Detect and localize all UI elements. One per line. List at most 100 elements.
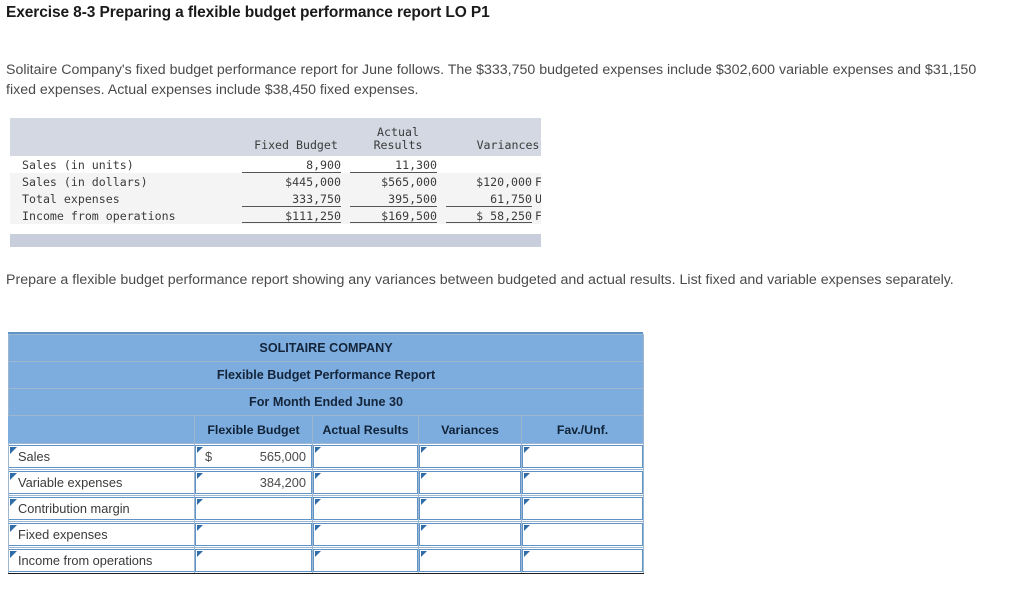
sales-label-input[interactable]: Sales <box>9 445 194 468</box>
row-actual-results: 395,500 <box>350 190 446 207</box>
variance-amount: $120,000 <box>476 174 532 189</box>
form-cell-actual-results[interactable] <box>312 521 419 548</box>
form-cell-variances[interactable] <box>418 521 522 548</box>
table-row: Total expenses 333,750 395,500 61,750 U <box>10 190 541 207</box>
cell-marker-triangle-icon <box>10 525 17 532</box>
cell-marker-triangle-icon <box>10 447 17 454</box>
amount: 565,000 <box>259 449 306 464</box>
fixed-expenses-label-input[interactable]: Fixed expenses <box>9 523 194 546</box>
table-row: Income from operations $111,250 $169,500… <box>10 207 541 224</box>
form-cell-variances[interactable] <box>418 469 522 496</box>
form-cell-fav-unf[interactable] <box>520 521 645 548</box>
cell-marker-triangle-icon <box>524 525 530 531</box>
row-label: Total expenses <box>10 190 242 207</box>
exercise-prompt-text: Prepare a flexible budget performance re… <box>6 272 954 288</box>
flexible-budget-form-table: SOLITAIRE COMPANY Flexible Budget Perfor… <box>7 334 645 574</box>
form-row-label-cell[interactable]: Fixed expenses <box>8 521 195 548</box>
cell-marker-triangle-icon <box>315 447 321 453</box>
form-cell-flexible-budget[interactable]: $ 565,000 <box>194 443 313 470</box>
form-cell-fav-unf[interactable] <box>520 547 645 574</box>
row-actual-results: $169,500 <box>350 207 446 224</box>
income-from-operations-label-input[interactable]: Income from operations <box>9 549 194 572</box>
form-row-variable-expenses: Variable expenses 384,200 <box>8 469 645 496</box>
sales-variances-input[interactable] <box>419 445 521 468</box>
form-row-label-cell[interactable]: Contribution margin <box>8 495 195 522</box>
form-cell-flexible-budget[interactable]: 384,200 <box>194 469 313 496</box>
form-column-header-row: Flexible Budget Actual Results Variances… <box>8 415 645 444</box>
form-title-row-period: For Month Ended June 30 <box>7 388 645 416</box>
form-col-header-variances: Variances <box>418 415 522 444</box>
form-col-header-actual-results: Actual Results <box>312 415 419 444</box>
row-label: Variable expenses <box>18 475 123 490</box>
variable-expenses-fav-unf-input[interactable] <box>522 471 644 494</box>
form-row-label-cell[interactable]: Sales <box>8 443 195 470</box>
form-row-label-cell[interactable]: Variable expenses <box>8 469 195 496</box>
variable-expenses-actual-results-input[interactable] <box>313 471 418 494</box>
fixed-expenses-variances-input[interactable] <box>419 523 521 546</box>
form-cell-actual-results[interactable] <box>312 443 419 470</box>
income-from-operations-variances-input[interactable] <box>419 549 521 572</box>
form-cell-variances[interactable] <box>418 443 522 470</box>
contribution-margin-actual-results-input[interactable] <box>313 497 418 520</box>
fixed-budget-table-footer-band <box>10 233 541 247</box>
contribution-margin-label-input[interactable]: Contribution margin <box>9 497 194 520</box>
fixed-budget-header-variances: Variances <box>446 118 541 156</box>
value-underlined: 333,750 <box>242 192 341 207</box>
variance-flag: U <box>535 191 541 206</box>
cell-marker-triangle-icon <box>197 499 203 505</box>
variable-expenses-variances-input[interactable] <box>419 471 521 494</box>
form-cell-variances[interactable] <box>418 547 522 574</box>
form-row-contribution-margin: Contribution margin <box>8 495 645 522</box>
form-col-header-blank <box>8 415 195 444</box>
form-cell-variances[interactable] <box>418 495 522 522</box>
cell-marker-triangle-icon <box>197 473 203 479</box>
cell-marker-triangle-icon <box>421 525 427 531</box>
form-row-label-cell[interactable]: Income from operations <box>8 547 195 574</box>
form-top-rule <box>8 332 643 334</box>
row-variance: $120,000 F <box>446 173 541 190</box>
money-value: 384,200 <box>196 475 311 490</box>
income-from-operations-actual-results-input[interactable] <box>313 549 418 572</box>
variable-expenses-flexible-budget-input[interactable]: 384,200 <box>195 471 312 494</box>
row-fixed-budget: $111,250 <box>242 207 350 224</box>
cell-marker-triangle-icon <box>197 447 203 453</box>
fixed-budget-report-table: Fixed Budget Actual Results Variances Sal… <box>10 118 541 224</box>
form-cell-fav-unf[interactable] <box>520 495 645 522</box>
fixed-expenses-flexible-budget-input[interactable] <box>195 523 312 546</box>
form-cell-fav-unf[interactable] <box>520 469 645 496</box>
contribution-margin-flexible-budget-input[interactable] <box>195 497 312 520</box>
income-from-operations-fav-unf-input[interactable] <box>522 549 644 572</box>
form-title-row-company: SOLITAIRE COMPANY <box>7 334 645 362</box>
form-title-row-report: Flexible Budget Performance Report <box>7 361 645 389</box>
form-cell-flexible-budget[interactable] <box>194 495 313 522</box>
cell-marker-triangle-icon <box>315 499 321 505</box>
income-from-operations-flexible-budget-input[interactable] <box>195 549 312 572</box>
form-cell-actual-results[interactable] <box>312 495 419 522</box>
variance-amount: 61,750 <box>446 192 532 207</box>
cell-marker-triangle-icon <box>315 551 321 557</box>
sales-flexible-budget-input[interactable]: $ 565,000 <box>195 445 312 468</box>
amount: 384,200 <box>259 475 306 490</box>
row-actual-results: 11,300 <box>350 156 446 173</box>
form-cell-actual-results[interactable] <box>312 469 419 496</box>
flexible-budget-form-container: SOLITAIRE COMPANY Flexible Budget Perfor… <box>7 334 645 574</box>
value-underlined: 395,500 <box>350 192 437 207</box>
form-cell-flexible-budget[interactable] <box>194 521 313 548</box>
variable-expenses-label-input[interactable]: Variable expenses <box>9 471 194 494</box>
cell-marker-triangle-icon <box>524 473 530 479</box>
sales-actual-results-input[interactable] <box>313 445 418 468</box>
contribution-margin-fav-unf-input[interactable] <box>522 497 644 520</box>
cell-marker-triangle-icon <box>10 551 17 558</box>
sales-fav-unf-input[interactable] <box>522 445 644 468</box>
fixed-budget-header-fixed-budget: Fixed Budget <box>242 118 350 156</box>
row-label: Sales (in dollars) <box>10 173 242 190</box>
form-cell-actual-results[interactable] <box>312 547 419 574</box>
cell-marker-triangle-icon <box>524 499 530 505</box>
form-cell-flexible-budget[interactable] <box>194 547 313 574</box>
fixed-expenses-fav-unf-input[interactable] <box>522 523 644 546</box>
contribution-margin-variances-input[interactable] <box>419 497 521 520</box>
cell-marker-triangle-icon <box>421 473 427 479</box>
table-row: Sales (in dollars) $445,000 $565,000 $12… <box>10 173 541 190</box>
fixed-expenses-actual-results-input[interactable] <box>313 523 418 546</box>
form-cell-fav-unf[interactable] <box>520 443 645 470</box>
